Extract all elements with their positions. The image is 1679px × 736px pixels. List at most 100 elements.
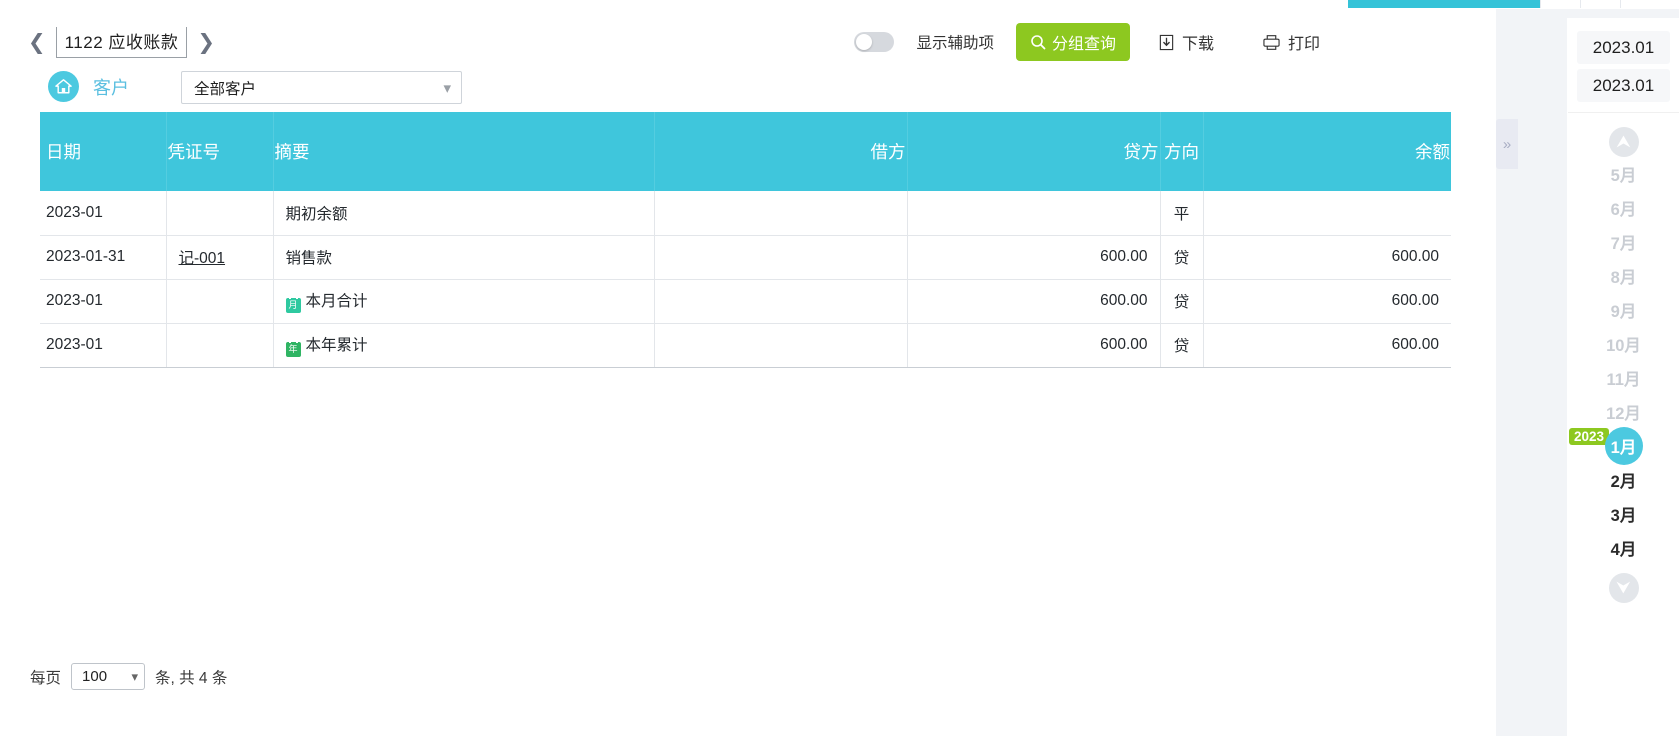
total-count-label: 条, 共 4 条 xyxy=(155,669,228,687)
pagination: 每页 100 ▾ 条, 共 4 条 xyxy=(30,663,227,690)
browser-tab-strip xyxy=(0,0,1679,9)
page-title: 1122 应收账款 xyxy=(55,27,188,58)
month-item-7月[interactable]: 7月 xyxy=(1610,235,1637,253)
year-total-icon: 年 xyxy=(285,340,301,357)
month-total-icon: 月 xyxy=(285,296,301,313)
table-header: 日期 凭证号 摘要 借方 贷方 方向 余额 xyxy=(40,112,1451,191)
customer-select[interactable]: 全部客户 ▾ xyxy=(181,71,462,104)
toggle-knob xyxy=(856,34,873,50)
cell-abstract: 销售款 xyxy=(273,235,655,280)
cell-direction: 平 xyxy=(1160,191,1204,236)
period-from-chip[interactable]: 2023.01 xyxy=(1577,31,1670,64)
cell-credit: 600.00 xyxy=(907,279,1161,324)
cell-abstract: 年本年累计 xyxy=(273,323,655,368)
table-row[interactable]: 2023-01 期初余额 平 xyxy=(40,191,1451,236)
tab-seam xyxy=(1620,0,1621,8)
cell-voucher xyxy=(166,323,274,368)
cell-credit xyxy=(907,191,1161,236)
page-size-prefix: 每页 xyxy=(30,669,62,687)
chevron-right-icon[interactable]: ❯ xyxy=(197,31,215,54)
month-list: 5月 6月 7月 8月 9月 10月 11月 12月 2023 1月 2月 3月 4月 xyxy=(1568,157,1679,565)
col-header-credit[interactable]: 贷方 xyxy=(907,112,1161,191)
period-rail: » 2023.01 2023.01 ⮝ 5月 6月 7月 8月 9月 10月 11月 12月 2… xyxy=(1496,18,1679,736)
home-icon[interactable] xyxy=(48,71,79,102)
show-aux-label: 显示辅助项 xyxy=(916,35,994,52)
cell-abstract: 期初余额 xyxy=(273,191,655,236)
month-item-5月[interactable]: 5月 xyxy=(1610,167,1637,185)
group-query-button[interactable]: 分组查询 xyxy=(1015,23,1130,61)
period-to-chip[interactable]: 2023.01 xyxy=(1577,69,1670,102)
cell-date: 2023-01 xyxy=(40,323,167,368)
ledger-table-wrap: 日期 凭证号 摘要 借方 贷方 方向 余额 2023-01 期初余额平 2023-0… xyxy=(40,112,1451,368)
active-tab-indicator[interactable] xyxy=(1348,0,1540,8)
col-header-balance[interactable]: 余额 xyxy=(1203,112,1451,191)
month-item-4月[interactable]: 4月 xyxy=(1610,541,1637,559)
cell-debit xyxy=(654,279,908,324)
table-row[interactable]: 2023-01 月本月合计 600.00 贷 600.00 xyxy=(40,279,1451,324)
cell-credit: 600.00 xyxy=(907,323,1161,368)
chevron-left-icon[interactable]: ❮ xyxy=(28,31,46,54)
month-item-6月[interactable]: 6月 xyxy=(1610,201,1637,219)
rail-collapse-button[interactable]: » xyxy=(1496,119,1518,169)
table-row[interactable]: 2023-01 年本年累计 600.00 贷 600.00 xyxy=(40,323,1451,368)
cell-direction: 贷 xyxy=(1160,323,1204,368)
print-button[interactable]: 打印 xyxy=(1256,29,1326,55)
col-header-debit[interactable]: 借方 xyxy=(654,112,908,191)
search-icon xyxy=(1030,34,1046,50)
month-item-8月[interactable]: 8月 xyxy=(1610,269,1637,287)
month-item-3月[interactable]: 3月 xyxy=(1610,507,1637,525)
month-item-12月[interactable]: 12月 xyxy=(1606,405,1641,423)
tab-seam xyxy=(1580,0,1581,8)
cell-debit xyxy=(654,235,908,280)
month-item-1月[interactable]: 2023 1月 xyxy=(1568,427,1679,465)
header-actions: 显示辅助项 分组查询 xyxy=(854,23,1326,61)
cell-balance: 600.00 xyxy=(1203,279,1451,324)
col-header-voucher[interactable]: 凭证号 xyxy=(166,112,274,191)
show-aux-toggle[interactable] xyxy=(854,32,895,52)
col-header-abstract[interactable]: 摘要 xyxy=(273,112,655,191)
scroll-down-button[interactable]: ⮟ xyxy=(1608,573,1639,603)
table-header-row: 日期 凭证号 摘要 借方 贷方 方向 余额 xyxy=(40,112,1451,191)
download-button[interactable]: 下载 xyxy=(1152,29,1220,55)
cell-direction: 贷 xyxy=(1160,235,1204,280)
breadcrumb: ❮ 1122 应收账款 ❯ xyxy=(28,27,215,58)
col-header-direction[interactable]: 方向 xyxy=(1160,112,1204,191)
cell-credit: 600.00 xyxy=(907,235,1161,280)
printer-icon xyxy=(1262,34,1281,51)
month-item-10月[interactable]: 10月 xyxy=(1606,337,1641,355)
cell-date: 2023-01 xyxy=(40,279,167,324)
cell-voucher xyxy=(166,279,274,324)
page-body: ❮ 1122 应收账款 ❯ 显示辅助项 分组查询 xyxy=(0,9,1679,736)
print-label: 打印 xyxy=(1287,36,1320,53)
month-item-9月[interactable]: 9月 xyxy=(1610,303,1637,321)
cell-balance xyxy=(1203,191,1451,236)
cell-debit xyxy=(654,323,908,368)
group-query-label: 分组查询 xyxy=(1051,36,1116,53)
cell-voucher[interactable]: 记-001 xyxy=(166,235,274,280)
rail-divider xyxy=(1568,112,1679,113)
download-label: 下载 xyxy=(1181,36,1214,53)
month-selected-circle: 1月 xyxy=(1604,427,1643,465)
cell-direction: 贷 xyxy=(1160,279,1204,324)
customer-select-value: 全部客户 xyxy=(194,80,257,98)
cell-balance: 600.00 xyxy=(1203,235,1451,280)
table-row[interactable]: 2023-01-31 记-001 销售款 600.00 贷 600.00 xyxy=(40,235,1451,280)
table-body: 2023-01 期初余额平 2023-01-31 记-001 销售款 600.00 贷 600… xyxy=(40,191,1451,368)
voucher-link[interactable]: 记-001 xyxy=(178,250,226,267)
month-item-11月[interactable]: 11月 xyxy=(1606,371,1641,389)
year-tag: 2023 xyxy=(1569,428,1610,445)
tab-seam xyxy=(1540,0,1541,8)
chevron-down-icon: ▾ xyxy=(131,668,139,684)
page-size-select[interactable]: 100 ▾ xyxy=(71,663,146,690)
cell-date: 2023-01 xyxy=(40,191,167,236)
month-item-2月[interactable]: 2月 xyxy=(1610,473,1637,491)
chevron-down-icon: ▾ xyxy=(443,79,451,97)
rail-column: 2023.01 2023.01 ⮝ 5月 6月 7月 8月 9月 10月 11月 12月 202… xyxy=(1568,18,1679,736)
header-toolbar: ❮ 1122 应收账款 ❯ 显示辅助项 分组查询 xyxy=(0,9,1496,71)
col-header-date[interactable]: 日期 xyxy=(40,112,167,191)
dimension-label: 客户 xyxy=(93,78,129,98)
scroll-up-button[interactable]: ⮝ xyxy=(1608,127,1639,157)
cell-balance: 600.00 xyxy=(1203,323,1451,368)
download-icon xyxy=(1158,34,1175,51)
